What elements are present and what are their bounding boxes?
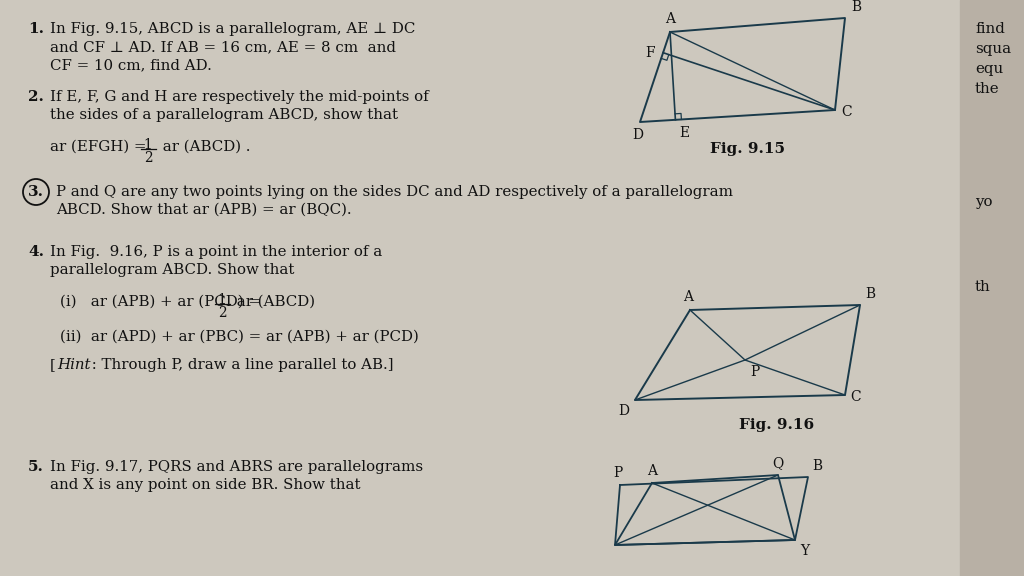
Text: E: E (679, 126, 689, 140)
Text: 1.: 1. (28, 22, 44, 36)
Text: F: F (645, 46, 655, 60)
Text: Hint: Hint (57, 358, 90, 372)
Text: A: A (665, 12, 675, 26)
Text: : Through P, draw a line parallel to AB.]: : Through P, draw a line parallel to AB.… (87, 358, 393, 372)
Text: 1: 1 (143, 138, 153, 152)
Text: (ii)  ar (APD) + ar (PBC) = ar (APB) + ar (PCD): (ii) ar (APD) + ar (PBC) = ar (APB) + ar… (60, 330, 419, 344)
Text: and X is any point on side BR. Show that: and X is any point on side BR. Show that (50, 478, 360, 492)
Text: P: P (613, 466, 623, 480)
Text: In Fig. 9.17, PQRS and ABRS are parallelograms: In Fig. 9.17, PQRS and ABRS are parallel… (50, 460, 423, 474)
Text: ar (ABCD) .: ar (ABCD) . (158, 140, 251, 154)
Text: 2: 2 (218, 306, 226, 320)
Text: D: D (618, 404, 629, 418)
Text: P and Q are any two points lying on the sides DC and AD respectively of a parall: P and Q are any two points lying on the … (56, 185, 733, 199)
Text: In Fig.  9.16, P is a point in the interior of a: In Fig. 9.16, P is a point in the interi… (50, 245, 382, 259)
Text: Q: Q (772, 456, 783, 470)
Text: Y: Y (800, 544, 809, 558)
Text: ar (ABCD): ar (ABCD) (232, 295, 315, 309)
Text: D: D (633, 128, 643, 142)
Text: A: A (683, 290, 693, 304)
Text: parallelogram ABCD. Show that: parallelogram ABCD. Show that (50, 263, 294, 277)
Text: yo: yo (975, 195, 992, 209)
Text: If E, F, G and H are respectively the mid-points of: If E, F, G and H are respectively the mi… (50, 90, 429, 104)
Text: P: P (750, 365, 759, 379)
Text: the sides of a parallelogram ABCD, show that: the sides of a parallelogram ABCD, show … (50, 108, 398, 122)
Text: 5.: 5. (28, 460, 44, 474)
Text: equ: equ (975, 62, 1004, 76)
Text: the: the (975, 82, 999, 96)
Text: B: B (851, 0, 861, 14)
Text: 3.: 3. (28, 185, 44, 199)
Text: Fig. 9.16: Fig. 9.16 (739, 418, 814, 432)
Text: 2.: 2. (28, 90, 44, 104)
Text: C: C (850, 390, 860, 404)
Text: (i)   ar (APB) + ar (PCD) =: (i) ar (APB) + ar (PCD) = (60, 295, 265, 309)
Text: CF = 10 cm, find AD.: CF = 10 cm, find AD. (50, 58, 212, 72)
Text: C: C (841, 105, 852, 119)
Text: 1: 1 (218, 293, 226, 307)
Text: ABCD. Show that ar (APB) = ar (BQC).: ABCD. Show that ar (APB) = ar (BQC). (56, 203, 351, 217)
Text: find: find (975, 22, 1005, 36)
Text: In Fig. 9.15, ABCD is a parallelogram, AE ⊥ DC: In Fig. 9.15, ABCD is a parallelogram, A… (50, 22, 416, 36)
Text: squa: squa (975, 42, 1011, 56)
Text: [: [ (50, 358, 55, 372)
Text: th: th (975, 280, 991, 294)
Text: B: B (812, 459, 822, 473)
Text: B: B (865, 287, 876, 301)
Text: ar (EFGH) =: ar (EFGH) = (50, 140, 152, 154)
Text: 4.: 4. (28, 245, 44, 259)
Text: Fig. 9.15: Fig. 9.15 (710, 142, 784, 156)
Bar (961, 0, 1024, 576)
Text: A: A (647, 464, 657, 478)
Text: and CF ⊥ AD. If AB = 16 cm, AE = 8 cm  and: and CF ⊥ AD. If AB = 16 cm, AE = 8 cm an… (50, 40, 396, 54)
Text: 2: 2 (143, 151, 153, 165)
